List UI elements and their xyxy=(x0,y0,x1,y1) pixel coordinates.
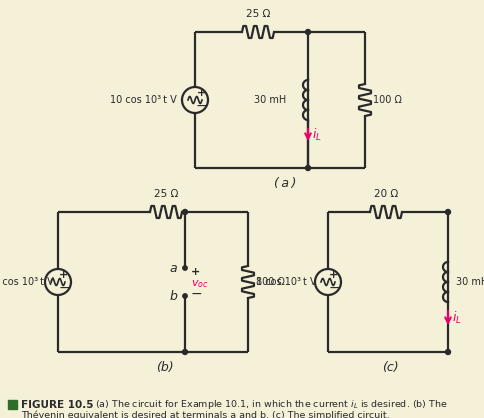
Text: a: a xyxy=(169,262,177,275)
Circle shape xyxy=(183,266,187,270)
Text: $i_L$: $i_L$ xyxy=(452,310,462,326)
Text: 8 cos 10³ t V: 8 cos 10³ t V xyxy=(256,277,317,287)
Text: 30 mH: 30 mH xyxy=(254,95,286,105)
Text: 30 mH: 30 mH xyxy=(456,277,484,287)
Text: +: + xyxy=(191,267,200,277)
Text: +: + xyxy=(330,270,339,280)
Text: −: − xyxy=(328,281,340,295)
Text: $v_{oc}$: $v_{oc}$ xyxy=(191,278,209,290)
Text: 100 Ω: 100 Ω xyxy=(256,277,285,287)
Text: 10 cos 10³ t V: 10 cos 10³ t V xyxy=(0,277,53,287)
Circle shape xyxy=(183,294,187,298)
Text: (a) The circuit for Example 10.1, in which the current $i_L$ is desired. (b) The: (a) The circuit for Example 10.1, in whi… xyxy=(89,398,448,411)
Text: −: − xyxy=(58,281,70,295)
Text: b: b xyxy=(169,290,177,303)
Circle shape xyxy=(445,349,451,354)
Text: FIGURE 10.5: FIGURE 10.5 xyxy=(21,400,93,410)
Text: −: − xyxy=(191,287,203,301)
Text: (c): (c) xyxy=(382,362,398,375)
Text: −: − xyxy=(195,99,207,113)
Circle shape xyxy=(182,209,187,214)
Circle shape xyxy=(305,166,311,171)
Text: +: + xyxy=(197,88,206,98)
Text: 20 Ω: 20 Ω xyxy=(374,189,398,199)
Text: +: + xyxy=(60,270,69,280)
Text: Thévenin equivalent is desired at terminals a and b. (c) The simplified circuit.: Thévenin equivalent is desired at termin… xyxy=(21,410,390,418)
Bar xyxy=(8,400,17,409)
Circle shape xyxy=(445,209,451,214)
Circle shape xyxy=(182,349,187,354)
Text: ( a ): ( a ) xyxy=(274,176,296,189)
Circle shape xyxy=(305,30,311,35)
Text: (b): (b) xyxy=(156,362,174,375)
Text: $i_L$: $i_L$ xyxy=(312,127,322,143)
Text: 25 Ω: 25 Ω xyxy=(154,189,178,199)
Text: 25 Ω: 25 Ω xyxy=(246,9,270,19)
Text: 100 Ω: 100 Ω xyxy=(373,95,402,105)
Text: 10 cos 10³ t V: 10 cos 10³ t V xyxy=(109,95,176,105)
